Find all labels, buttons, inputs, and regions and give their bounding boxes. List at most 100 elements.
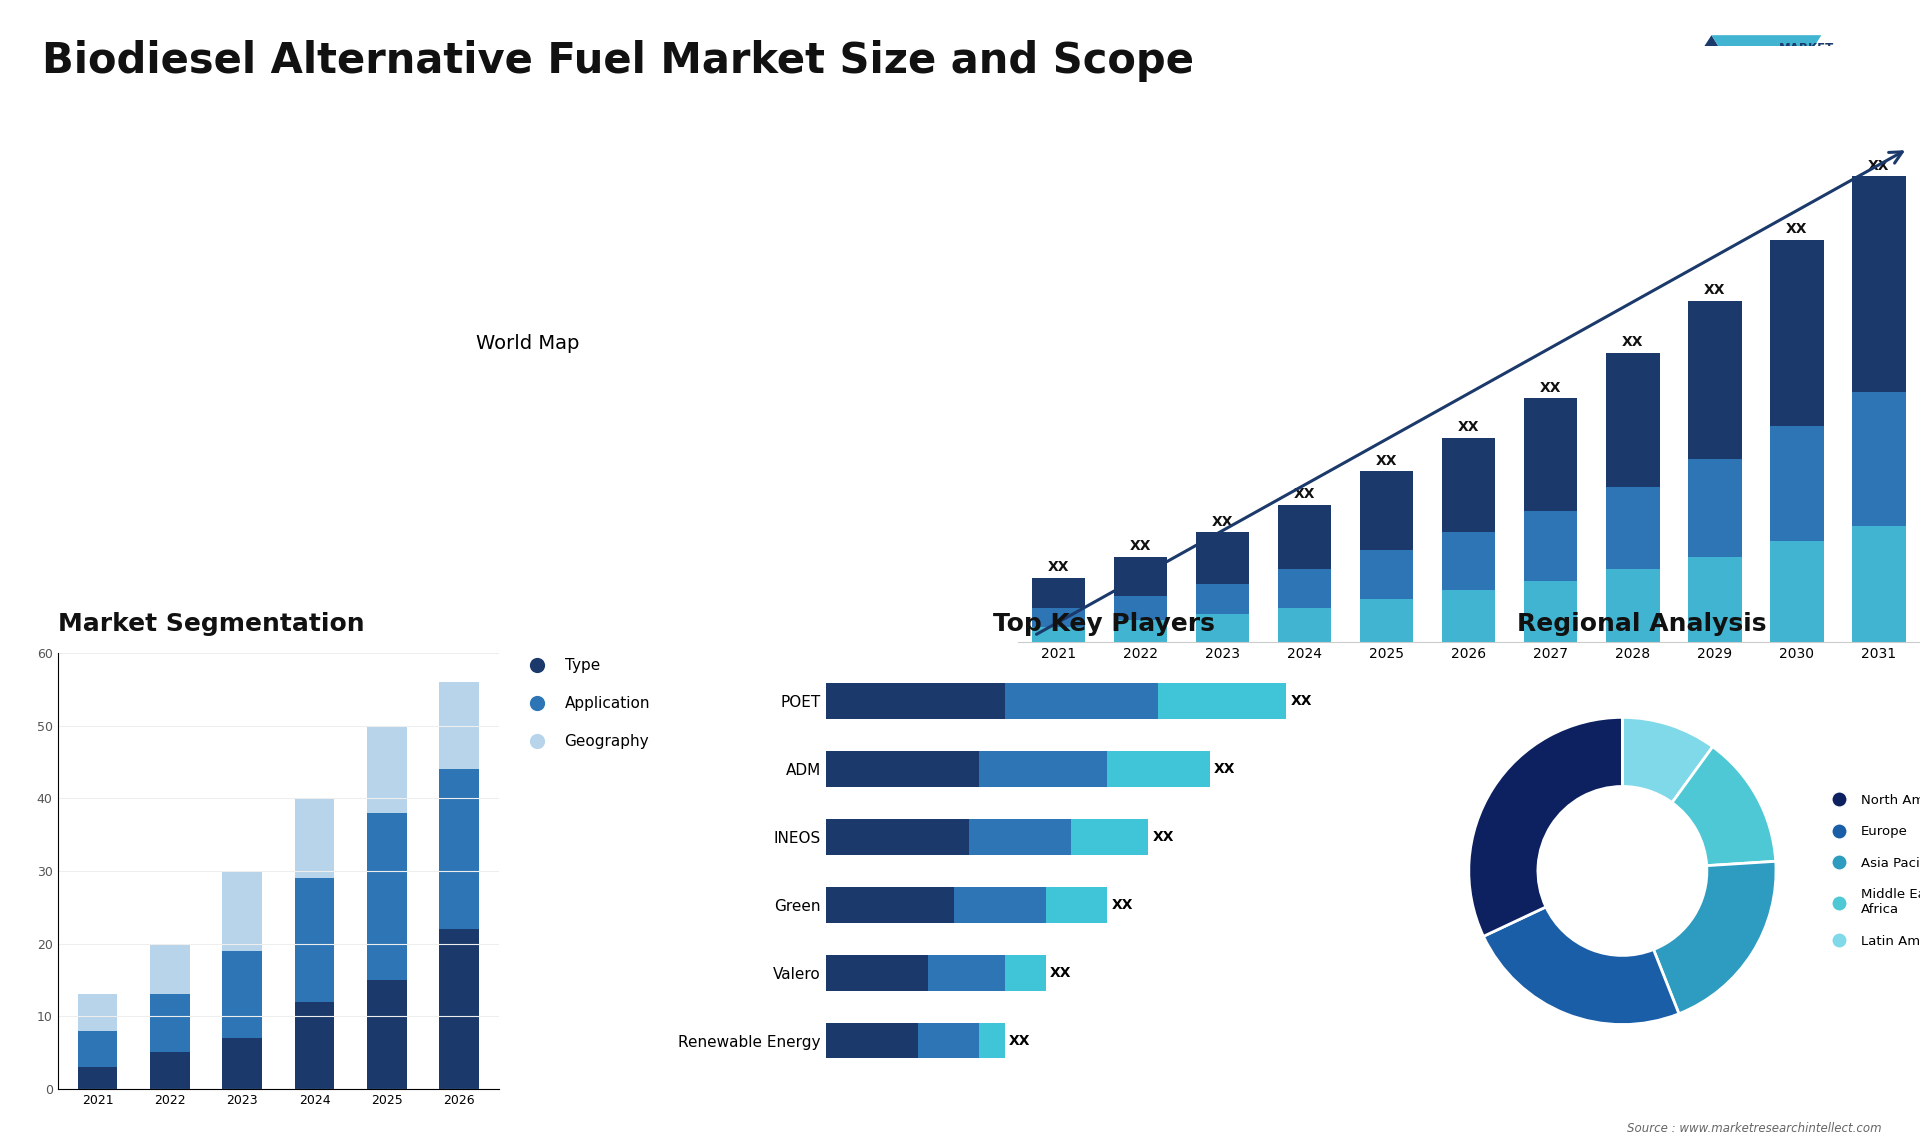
Text: Source : www.marketresearchintellect.com: Source : www.marketresearchintellect.com [1626,1122,1882,1135]
Text: Top Key Players: Top Key Players [993,612,1215,636]
Bar [1046,887,1108,923]
Polygon shape [1653,36,1766,124]
Bar [1442,438,1496,532]
Text: Biodiesel Alternative Fuel Market Size and Scope: Biodiesel Alternative Fuel Market Size a… [42,40,1194,83]
Bar [1442,532,1496,590]
Bar [1031,609,1085,627]
Bar [1770,425,1824,541]
Bar [1853,392,1907,526]
Bar [1688,557,1741,642]
Bar [294,878,334,1002]
Bar [1607,487,1659,568]
Bar [826,819,970,855]
Text: XX: XX [1152,830,1173,843]
Bar [1114,620,1167,642]
Bar [150,1052,190,1089]
Bar [826,956,927,990]
Bar [918,1023,979,1059]
Bar [954,887,1046,923]
Bar [150,943,190,995]
Text: RESEARCH: RESEARCH [1778,69,1849,81]
Bar [970,819,1071,855]
Bar [927,956,1004,990]
Bar [1071,819,1148,855]
Text: XX: XX [1290,694,1311,708]
Wedge shape [1469,717,1622,936]
Bar [1114,596,1167,620]
Bar [77,995,117,1030]
Wedge shape [1484,906,1678,1025]
Bar [826,887,954,923]
Bar [1004,956,1046,990]
Wedge shape [1622,717,1713,802]
Bar [223,951,263,1038]
Bar [294,1002,334,1089]
Text: INTELLECT: INTELLECT [1778,95,1849,108]
Bar [826,752,979,786]
Text: XX: XX [1705,283,1726,297]
Bar [440,769,480,929]
Bar [1279,505,1331,568]
Text: World Map: World Map [476,335,580,353]
Bar [294,799,334,878]
Bar [1196,584,1250,614]
Text: XX: XX [1112,898,1133,912]
Bar [367,725,407,813]
Bar [826,683,1004,719]
Text: XX: XX [1868,158,1889,173]
Bar [1442,590,1496,642]
Bar [1279,568,1331,609]
Bar [1770,541,1824,642]
Bar [367,813,407,980]
Bar [367,980,407,1089]
Bar [150,995,190,1052]
Text: XX: XX [1294,487,1315,501]
Bar [223,1038,263,1089]
Bar [1004,683,1158,719]
Text: MARKET: MARKET [1778,42,1834,55]
Polygon shape [1711,36,1822,124]
Bar [979,1023,1004,1059]
Bar [1158,683,1286,719]
Text: XX: XX [1213,762,1235,776]
Text: Regional Analysis: Regional Analysis [1517,612,1766,636]
Bar [1853,526,1907,642]
Text: XX: XX [1622,335,1644,350]
Bar [1359,599,1413,642]
Bar [223,871,263,951]
Bar [1524,399,1578,511]
Text: XX: XX [1786,222,1809,236]
Bar [440,682,480,769]
Bar [1196,532,1250,584]
Legend: Type, Application, Geography: Type, Application, Geography [516,652,657,755]
Text: XX: XX [1048,560,1069,574]
Text: XX: XX [1129,539,1152,552]
Bar [440,929,480,1089]
Text: Market Segmentation: Market Segmentation [58,612,365,636]
Bar [77,1067,117,1089]
Wedge shape [1672,747,1776,865]
Bar [1688,460,1741,557]
Bar [1031,578,1085,609]
Bar [1196,614,1250,642]
Bar [1359,471,1413,550]
Bar [1108,752,1210,786]
Text: XX: XX [1377,454,1398,468]
Bar [77,1030,117,1067]
Wedge shape [1653,862,1776,1014]
Text: XX: XX [1008,1034,1031,1047]
Legend: North America, Europe, Asia Pacific, Middle East &
Africa, Latin America: North America, Europe, Asia Pacific, Mid… [1820,788,1920,953]
Bar [1524,511,1578,581]
Bar [1853,176,1907,392]
Bar [1114,557,1167,596]
Bar [1688,301,1741,460]
Bar [1031,627,1085,642]
Bar [1279,609,1331,642]
Text: XX: XX [1457,421,1480,434]
Bar [1607,353,1659,487]
Bar [826,1023,918,1059]
Text: XX: XX [1050,966,1071,980]
Bar [1524,581,1578,642]
Bar [1359,550,1413,599]
Bar [979,752,1108,786]
